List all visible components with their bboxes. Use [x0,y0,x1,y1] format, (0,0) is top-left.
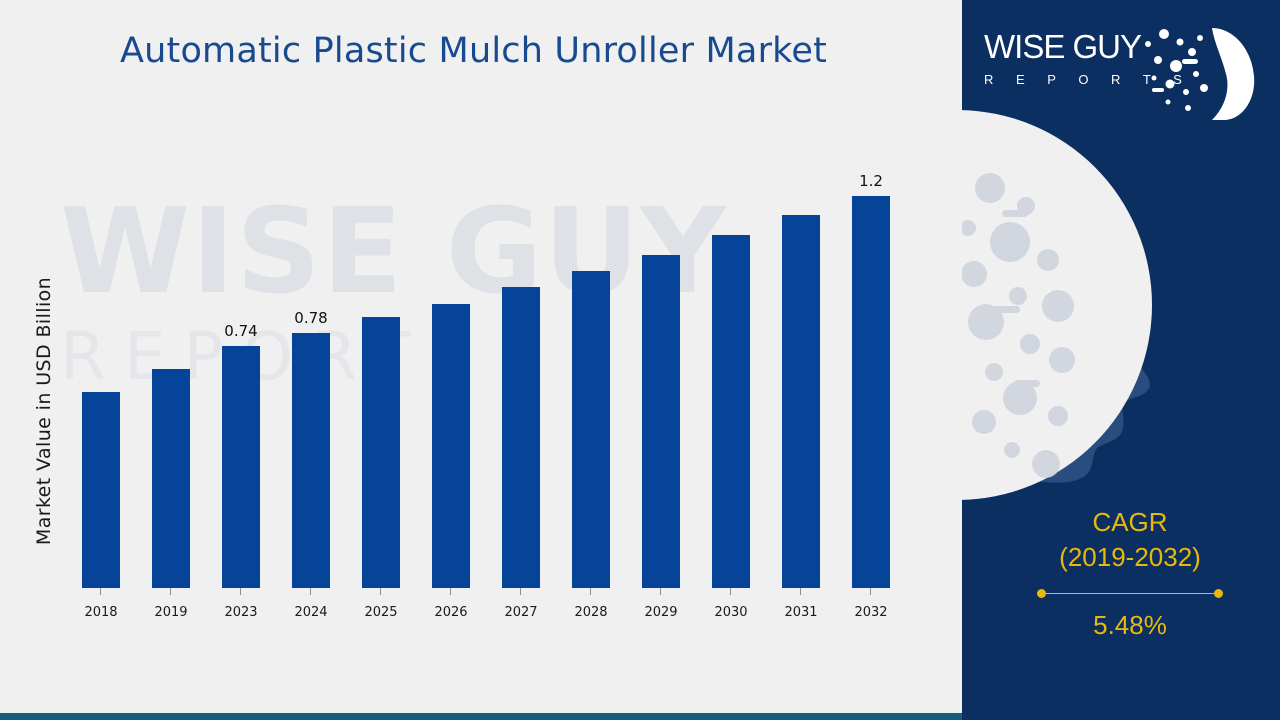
cagr-period: (2019-2032) [1059,541,1201,572]
bar-value-label: 1.2 [859,172,883,190]
logo-dots-icon [1145,28,1255,120]
x-axis-tick [800,588,801,595]
x-axis-tick-label: 2030 [714,605,748,620]
logo-subtitle: R E P O R T S [984,72,1192,87]
x-axis-tick [520,588,521,595]
bar-group: 2018 [66,150,136,620]
x-axis-tick-label: 2025 [364,605,398,620]
bar-group: 1.2 2032 [836,150,906,620]
bar-value-label: 0.74 [224,322,258,340]
cagr-label: CAGR [1092,507,1168,537]
bar-group: 2031 [766,150,836,620]
bar [152,369,190,588]
x-axis-tick [100,588,101,595]
chart-panel: WISE GUY REPORTS Automatic Plastic Mulch… [0,0,962,713]
x-axis-tick-label: 2026 [434,605,468,620]
brand-logo: WISE GUY R E P O R T S [984,28,1259,120]
x-axis-tick [730,588,731,595]
bar-group: 2019 [136,150,206,620]
cagr-block: CAGR (2019-2032) 5.48% [980,505,1280,641]
divider-line [1041,592,1219,595]
x-axis-tick-label: 2027 [504,605,538,620]
bar-group: 0.78 2024 [276,150,346,620]
bar [432,304,470,588]
bar [502,287,540,588]
bar-group: 0.74 2023 [206,150,276,620]
page-title: Automatic Plastic Mulch Unroller Market [120,31,828,71]
x-axis-tick [240,588,241,595]
bar-value-label: 0.78 [294,309,328,327]
x-axis-tick-label: 2029 [644,605,678,620]
bar-group: 2030 [696,150,766,620]
molecule-dots-icon [962,173,1075,478]
bar [642,255,680,588]
bar-group: 2025 [346,150,416,620]
cagr-value: 5.48% [1093,609,1167,640]
x-axis-tick-label: 2028 [574,605,608,620]
bar [222,346,260,588]
bar-group: 2026 [416,150,486,620]
bar [82,392,120,588]
x-axis-tick [170,588,171,595]
brand-panel: WISE GUY R E P O R T S CAGR (20 [962,0,1280,720]
x-axis-tick-label: 2024 [294,605,328,620]
x-axis-tick [310,588,311,595]
divider-dot-right [1214,588,1223,598]
x-axis-tick-label: 2031 [784,605,818,620]
bar [292,333,330,588]
x-axis-tick [590,588,591,595]
bar [572,271,610,588]
bar [852,196,890,588]
plot-area: 2018 2019 0.74 2023 0.78 2024 2025 2026 2027 2028… [66,150,906,620]
x-axis-tick [380,588,381,595]
cagr-divider [1037,588,1223,598]
bar [782,215,820,588]
x-axis-tick [870,588,871,595]
bar-group: 2027 [486,150,556,620]
x-axis-tick-label: 2032 [854,605,888,620]
bar-group: 2028 [556,150,626,620]
x-axis-tick [660,588,661,595]
x-axis-tick-label: 2023 [224,605,258,620]
bar [712,235,750,588]
decoration-layer [962,0,1280,720]
x-axis-tick [450,588,451,595]
logo-wordmark: WISE GUY [984,28,1142,65]
x-axis-tick-label: 2018 [84,605,118,620]
bar-group: 2029 [626,150,696,620]
y-axis-label: Market Value in USD Billion [33,276,55,546]
bar [362,317,400,588]
x-axis-tick-label: 2019 [154,605,188,620]
footer-rule [0,713,962,720]
